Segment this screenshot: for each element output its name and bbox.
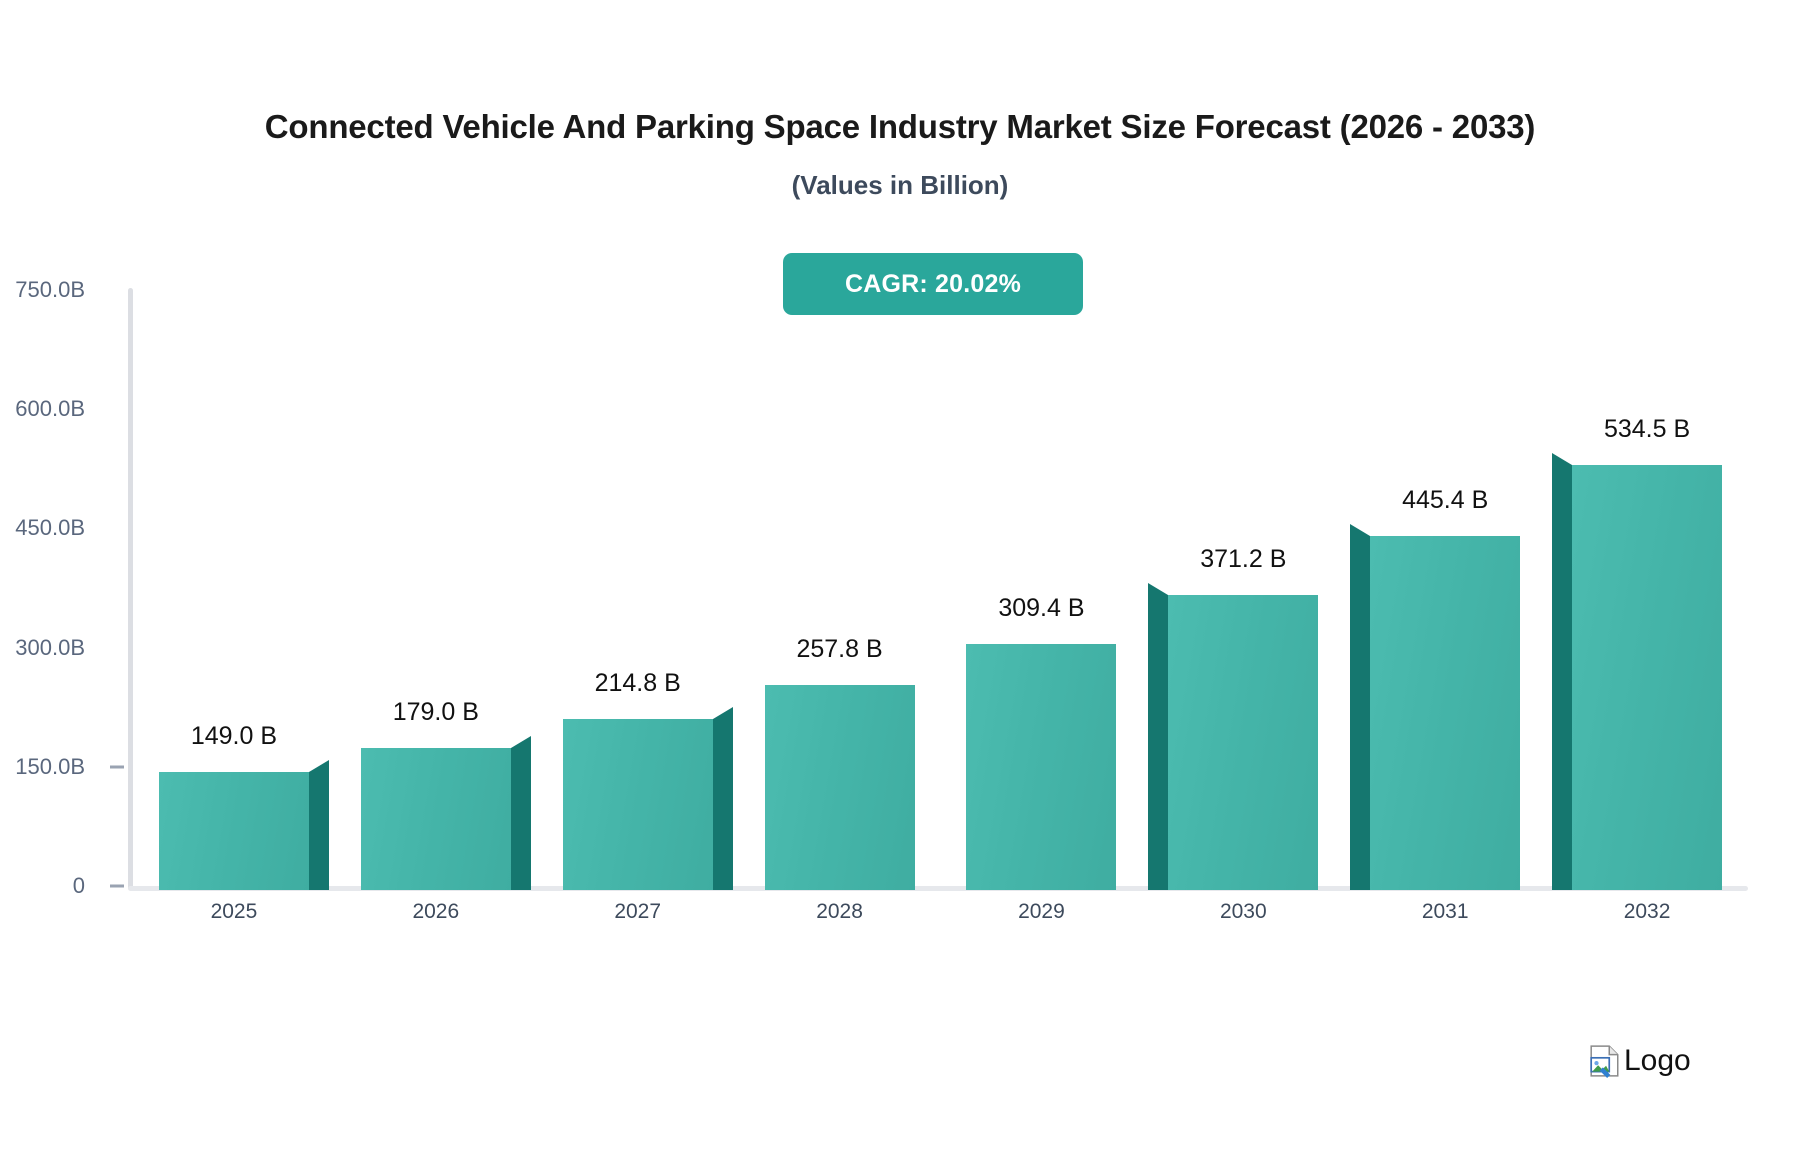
y-axis-tick-label: 150.0B [15,753,85,779]
cagr-badge: CAGR: 20.02% [783,253,1083,315]
bar[interactable] [1350,524,1521,890]
x-axis-label: 2031 [1421,900,1469,923]
bar-side-face [510,735,531,890]
chart-title: Connected Vehicle And Parking Space Indu… [264,108,1536,145]
plot-area: 149.0 B 179.0 B 214.8 B 257.8 B 309.4 B 371.2… [128,288,1748,890]
logo-alt-text: Logo [1624,1044,1691,1077]
bar-face [562,719,713,890]
bar-side-face [1148,583,1169,890]
cagr-badge-label: CAGR: 20.02% [844,269,1022,298]
bar-side-face [1552,453,1573,890]
x-axis-label: 2029 [1018,900,1065,923]
bar[interactable] [360,735,531,890]
bar-side-face [1350,524,1371,890]
x-axis-label: 2025 [210,900,258,923]
y-axis-tick-label: 750.0B [15,277,85,302]
bar-face [966,644,1117,890]
bar[interactable] [966,644,1117,890]
y-axis-tick-mark [110,884,124,888]
bar-face [158,771,309,890]
y-axis-tick-mark [110,765,124,769]
bar[interactable] [1148,583,1319,890]
bar-value-label: 371.2 B [1200,545,1287,574]
x-axis-label: 2028 [816,900,863,923]
y-axis-tick-label: 0 [72,873,85,898]
x-axis-line [128,886,1748,891]
bar-side-face [308,759,329,890]
y-axis-tick-label: 450.0B [15,515,85,541]
bar-face [1572,465,1723,890]
bar[interactable] [1552,453,1723,890]
bar-value-label: 214.8 B [594,669,681,698]
y-axis-line [128,288,133,890]
bar[interactable] [158,759,329,890]
bar-value-label: 309.4 B [998,594,1085,623]
broken-image-icon [1588,1044,1622,1078]
bar-face [1370,536,1521,890]
bar-value-label: 534.5 B [1603,415,1691,444]
y-axis-tick-label: 300.0B [15,634,85,660]
x-axis-label: 2032 [1623,900,1671,923]
y-axis-tick-label: 600.0B [15,396,85,422]
bar-face [360,747,511,890]
x-axis-label: 2027 [614,900,662,923]
bar-side-face [712,707,733,890]
bar-value-label: 149.0 B [190,721,278,750]
chart-subtitle: (Values in Billion) [791,170,1009,200]
logo-placeholder: Logo [1588,1044,1691,1078]
x-axis-label: 2026 [412,900,460,923]
x-axis-label: 2030 [1219,900,1267,923]
bar-value-label: 179.0 B [392,697,479,726]
bar-value-label: 445.4 B [1402,486,1489,515]
bar-value-label: 257.8 B [796,635,883,664]
bar-face [1168,595,1319,890]
bar[interactable] [764,685,915,890]
bar-face [764,685,915,890]
bar[interactable] [562,707,733,890]
